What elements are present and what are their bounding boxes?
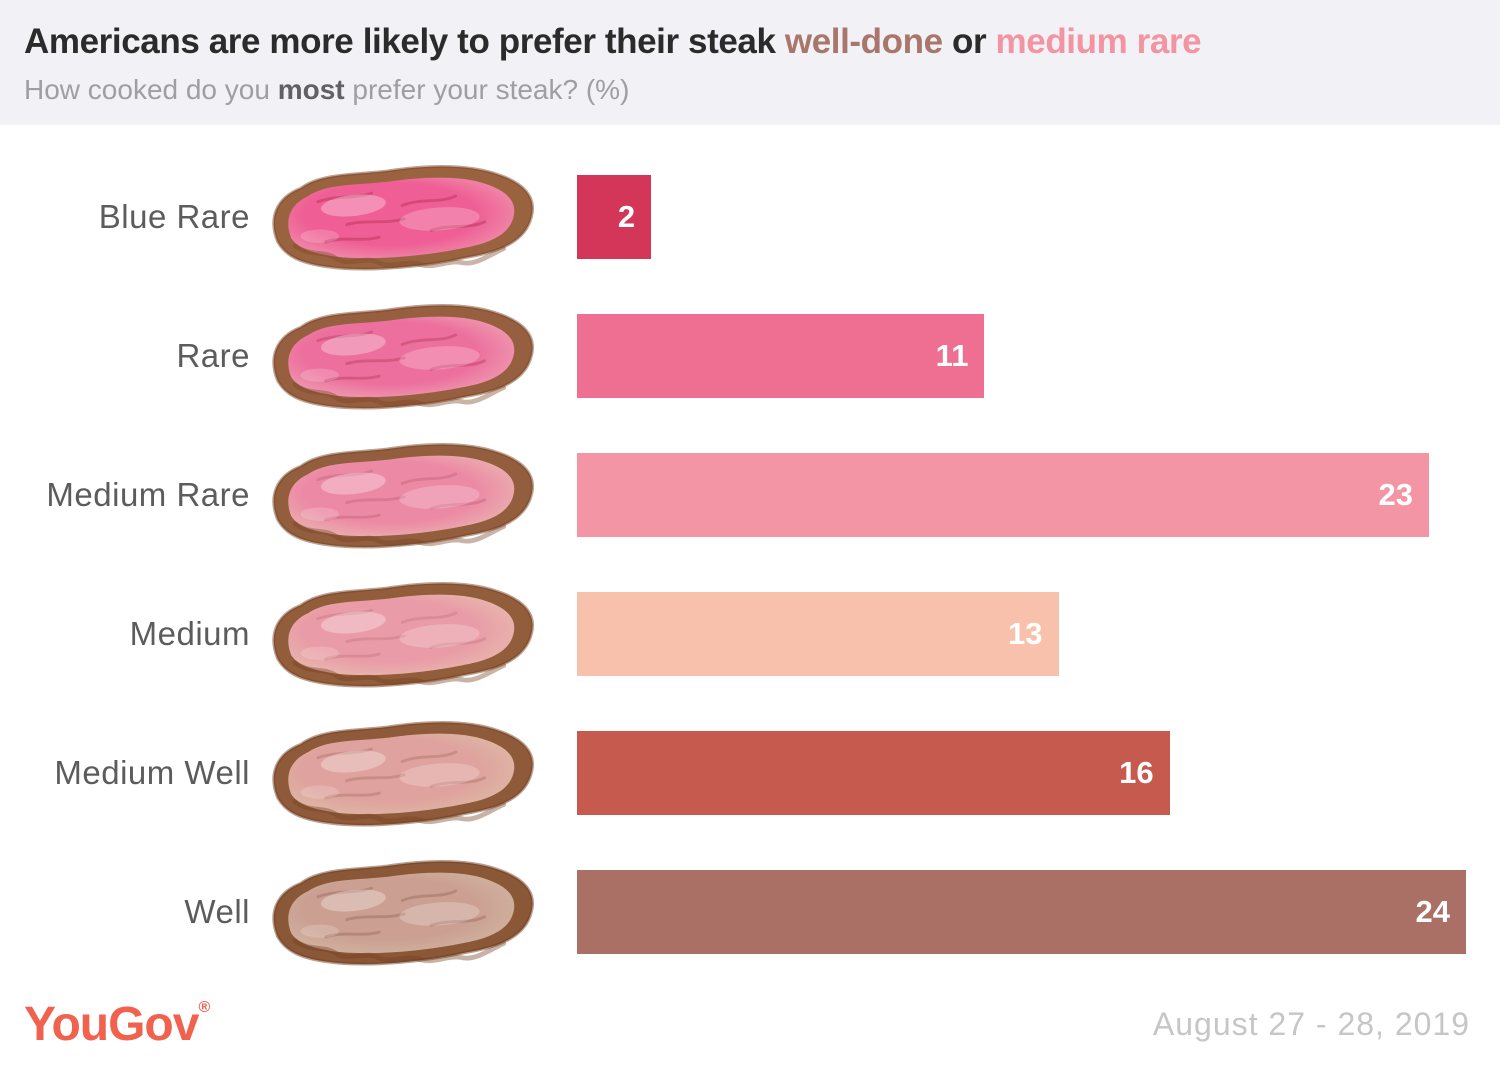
bar: 2	[577, 174, 652, 259]
bar: 13	[577, 591, 1059, 676]
yougov-logo: YouGov®	[24, 997, 210, 1052]
survey-date: August 27 - 28, 2019	[1152, 1005, 1470, 1042]
category-label: Medium Rare	[46, 475, 250, 513]
title-highlight-well-done: well-done	[784, 22, 943, 61]
bar: 16	[577, 730, 1170, 815]
bar-value-label: 11	[935, 337, 969, 373]
title-highlight-medium-rare: medium rare	[995, 22, 1202, 61]
chart-row: Rare 11	[0, 286, 1466, 425]
bar-value-label: 16	[1119, 754, 1154, 790]
header: Americans are more likely to prefer thei…	[0, 0, 1500, 125]
chart-row: Blue Rare 2	[0, 147, 1466, 286]
registered-trademark-icon: ®	[198, 998, 210, 1016]
title-prefix: Americans are more likely to prefer thei…	[24, 22, 785, 61]
steak-icon	[272, 442, 534, 548]
bar-value-label: 2	[617, 198, 636, 234]
steak-icon	[272, 303, 534, 409]
yougov-logo-text: YouGov	[24, 997, 199, 1051]
chart-subtitle: How cooked do you most prefer your steak…	[24, 73, 1474, 107]
bar-track: 24	[577, 869, 1466, 954]
bar-value-label: 24	[1415, 893, 1450, 929]
chart-row: Medium Rare 23	[0, 425, 1466, 564]
bar-value-label: 13	[1008, 615, 1043, 651]
bar: 23	[577, 452, 1429, 537]
chart-row: Medium 13	[0, 564, 1466, 703]
bar-value-label: 23	[1378, 476, 1413, 512]
chart-row: Medium Well 16	[0, 703, 1466, 842]
category-label: Well	[184, 892, 250, 930]
subtitle-bold-word: most	[277, 74, 345, 105]
category-label: Medium Well	[54, 753, 250, 791]
steak-illustration	[250, 428, 562, 562]
footer: YouGov® August 27 - 28, 2019	[0, 981, 1500, 1077]
steak-icon	[272, 164, 534, 270]
steak-illustration	[250, 706, 562, 840]
bar-track: 23	[577, 452, 1466, 537]
bar: 11	[577, 313, 985, 398]
bar-track: 13	[577, 591, 1466, 676]
bar-track: 11	[577, 313, 1466, 398]
bar: 24	[577, 869, 1466, 954]
steak-illustration	[250, 567, 562, 701]
title-conjunction: or	[942, 22, 996, 61]
steak-icon	[272, 859, 534, 965]
steak-illustration	[250, 845, 562, 979]
chart-row: Well 24	[0, 842, 1466, 981]
category-label: Rare	[176, 336, 250, 374]
category-label: Blue Rare	[98, 197, 250, 235]
steak-icon	[272, 720, 534, 826]
steak-illustration	[250, 289, 562, 423]
bar-track: 2	[577, 174, 1466, 259]
steak-icon	[272, 581, 534, 687]
bar-track: 16	[577, 730, 1466, 815]
subtitle-suffix: prefer your steak? (%)	[344, 74, 630, 105]
subtitle-prefix: How cooked do you	[24, 74, 278, 105]
bar-chart: Blue Rare 2 Rare 11 Medium Rare	[0, 125, 1500, 981]
page-title: Americans are more likely to prefer thei…	[24, 20, 1474, 64]
steak-illustration	[250, 150, 562, 284]
category-label: Medium	[129, 614, 250, 652]
